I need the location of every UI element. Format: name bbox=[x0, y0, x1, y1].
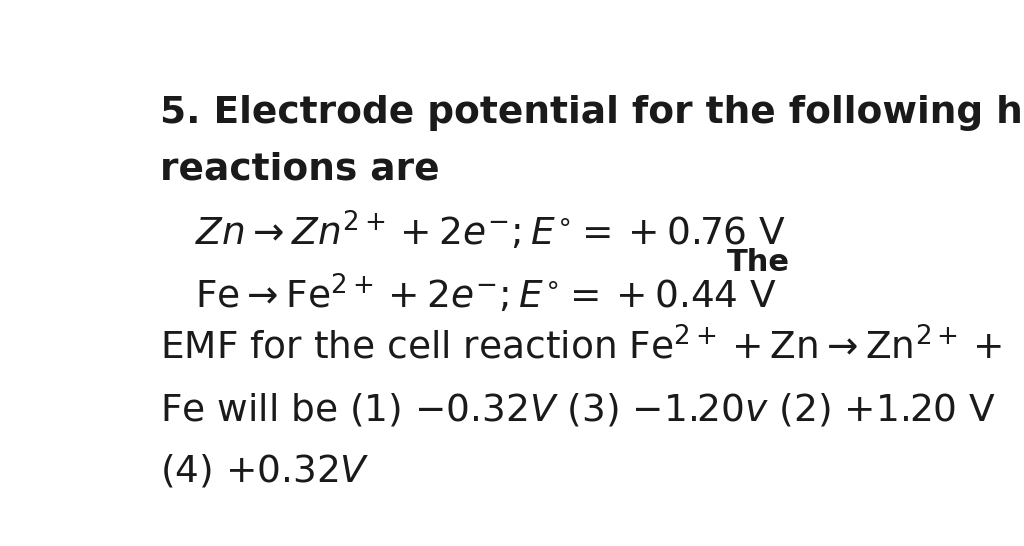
Text: $\mathrm{Fe} \rightarrow \mathrm{Fe}^{2+} + 2e^{-}; E^{\circ} = +0.44\ \mathrm{V: $\mathrm{Fe} \rightarrow \mathrm{Fe}^{2+… bbox=[196, 274, 777, 317]
Text: $\mathrm{Fe}$ will be (1) $-0.32V$ (3) $-1.20v$ (2) $+1.20\ \mathrm{V}$: $\mathrm{Fe}$ will be (1) $-0.32V$ (3) $… bbox=[160, 391, 996, 429]
Text: $Zn \rightarrow Zn^{2+} + 2e^{-}; E^{\circ} = +0.76\ \mathrm{V}$: $Zn \rightarrow Zn^{2+} + 2e^{-}; E^{\ci… bbox=[196, 211, 786, 254]
Text: EMF for the cell reaction $\mathrm{Fe}^{2+} + \mathrm{Zn} \rightarrow \mathrm{Zn: EMF for the cell reaction $\mathrm{Fe}^{… bbox=[160, 328, 1001, 367]
Text: reactions are: reactions are bbox=[160, 152, 439, 188]
Text: (4) $+0.32V$: (4) $+0.32V$ bbox=[160, 452, 370, 489]
Text: The: The bbox=[727, 248, 791, 277]
Text: 5. Electrode potential for the following half-cell: 5. Electrode potential for the following… bbox=[160, 95, 1024, 131]
